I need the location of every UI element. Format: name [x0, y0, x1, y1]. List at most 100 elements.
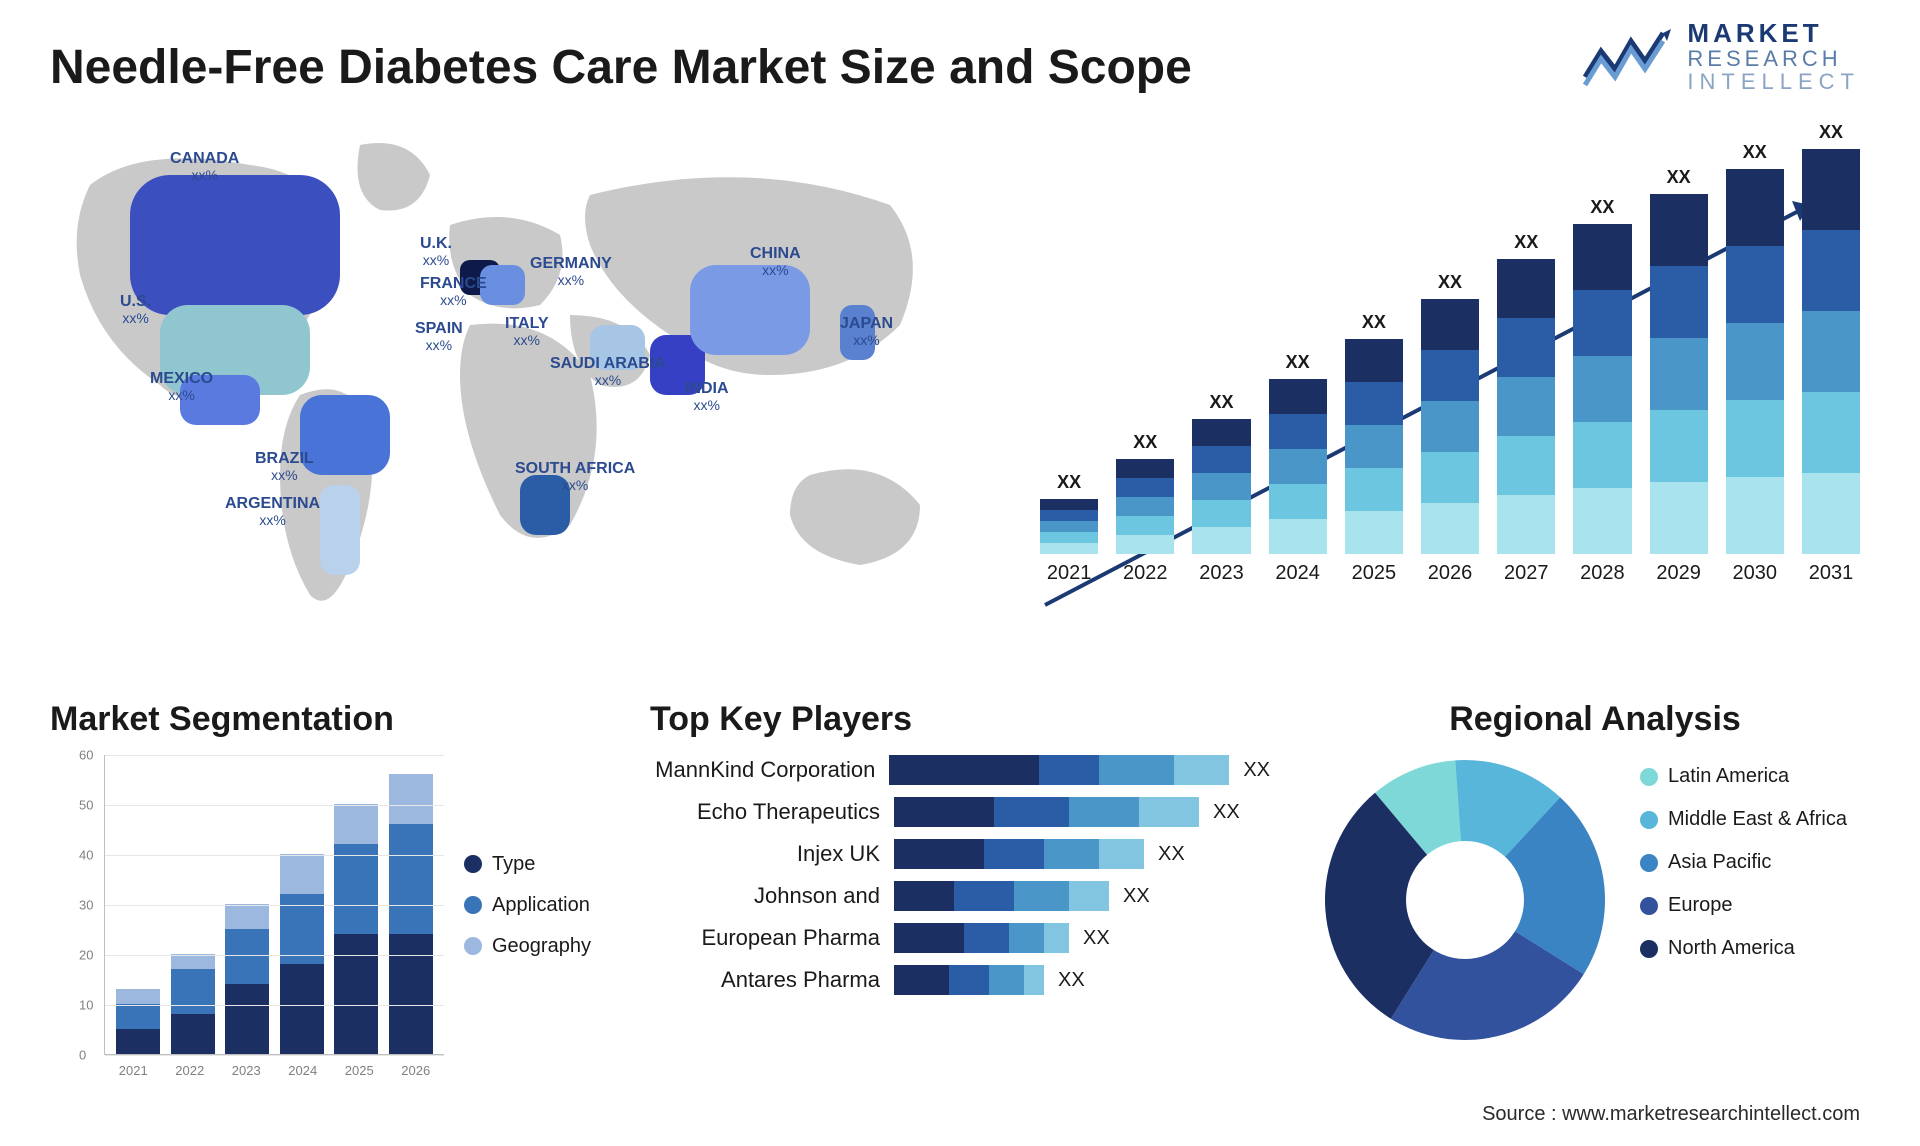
player-name: Echo Therapeutics — [650, 799, 880, 825]
seg-bar-2025 — [334, 804, 378, 1054]
seg-ytick: 10 — [79, 998, 93, 1013]
player-row: MannKind Corporation XX — [650, 755, 1270, 785]
map-country-label: BRAZILxx% — [255, 450, 314, 483]
source-label: Source : www.marketresearchintellect.com — [1482, 1103, 1860, 1126]
logo-line2: RESEARCH — [1687, 47, 1860, 70]
player-row: Echo TherapeuticsXX — [650, 797, 1270, 827]
seg-bar-2023 — [225, 904, 269, 1054]
player-name: Johnson and — [650, 883, 880, 909]
map-country-label: INDIAxx% — [685, 380, 729, 413]
seg-xlabel: 2021 — [119, 1063, 148, 1078]
player-value: XX — [1083, 927, 1110, 950]
map-country-label: U.S.xx% — [120, 293, 151, 326]
logo-line1: MARKET — [1687, 20, 1860, 47]
player-value: XX — [1158, 843, 1185, 866]
growth-value-label: XX — [1667, 167, 1691, 188]
growth-bar-2028: XX2028 — [1573, 197, 1631, 585]
growth-value-label: XX — [1286, 352, 1310, 373]
logo-line3: INTELLECT — [1687, 70, 1860, 93]
seg-ytick: 30 — [79, 898, 93, 913]
player-name: Injex UK — [650, 841, 880, 867]
player-name: MannKind Corporation — [650, 757, 875, 783]
player-row: Antares Pharma XX — [650, 965, 1270, 995]
growth-value-label: XX — [1133, 432, 1157, 453]
map-country-label: CHINAxx% — [750, 245, 801, 278]
seg-xlabel: 2024 — [288, 1063, 317, 1078]
player-bar — [894, 965, 1044, 995]
map-country-label: SOUTH AFRICAxx% — [515, 460, 635, 493]
growth-bar-2021: XX 2021 — [1040, 472, 1098, 585]
segmentation-panel: Market Segmentation 01020304050602021202… — [50, 700, 600, 1055]
player-value: XX — [1058, 969, 1085, 992]
growth-bar-2026: XX2026 — [1421, 272, 1479, 585]
growth-bar-2031: XX 2031 — [1802, 122, 1860, 585]
map-highlight — [690, 265, 810, 355]
seg-ytick: 20 — [79, 948, 93, 963]
player-bar — [894, 797, 1199, 827]
map-highlight — [130, 175, 340, 315]
growth-value-label: XX — [1819, 122, 1843, 143]
growth-bar-2029: XX 2029 — [1650, 167, 1708, 585]
growth-year-label: 2023 — [1199, 562, 1244, 585]
regional-donut — [1320, 755, 1610, 1045]
regional-legend-item: North America — [1640, 937, 1847, 960]
regional-legend-item: Middle East & Africa — [1640, 808, 1847, 831]
seg-ytick: 40 — [79, 848, 93, 863]
seg-bar-2024 — [280, 854, 324, 1054]
growth-year-label: 2028 — [1580, 562, 1625, 585]
regional-title: Regional Analysis — [1320, 700, 1870, 739]
growth-year-label: 2027 — [1504, 562, 1549, 585]
growth-year-label: 2030 — [1733, 562, 1778, 585]
regional-legend: Latin AmericaMiddle East & AfricaAsia Pa… — [1640, 755, 1847, 960]
world-map-panel: CANADAxx% U.S.xx% MEXICOxx% BRAZILxx% ARGENT… — [50, 115, 990, 675]
growth-bar-2030: XX 2030 — [1726, 142, 1784, 585]
growth-year-label: 2021 — [1047, 562, 1092, 585]
growth-year-label: 2031 — [1809, 562, 1854, 585]
segmentation-chart: 0102030405060202120222023202420252026 — [104, 755, 444, 1055]
logo-icon — [1583, 27, 1673, 87]
growth-year-label: 2029 — [1656, 562, 1701, 585]
map-highlight — [320, 485, 360, 575]
growth-bar-2023: XX 2023 — [1192, 392, 1250, 585]
player-value: XX — [1243, 759, 1270, 782]
growth-bar-2022: XX 2022 — [1116, 432, 1174, 585]
map-country-label: MEXICOxx% — [150, 370, 213, 403]
map-country-label: SAUDI ARABIAxx% — [550, 355, 666, 388]
player-value: XX — [1123, 885, 1150, 908]
seg-legend-item: Application — [464, 894, 591, 917]
growth-value-label: XX — [1362, 312, 1386, 333]
map-country-label: ARGENTINAxx% — [225, 495, 320, 528]
seg-ytick: 60 — [79, 748, 93, 763]
map-country-label: CANADAxx% — [170, 150, 239, 183]
map-country-label: ITALYxx% — [505, 315, 549, 348]
growth-bar-2027: XX 2027 — [1497, 232, 1555, 585]
growth-value-label: XX — [1209, 392, 1233, 413]
seg-bar-2022 — [171, 954, 215, 1054]
growth-value-label: XX — [1743, 142, 1767, 163]
growth-year-label: 2022 — [1123, 562, 1168, 585]
player-bar — [894, 839, 1144, 869]
map-country-label: FRANCExx% — [420, 275, 487, 308]
player-bar — [889, 755, 1229, 785]
map-country-label: JAPANxx% — [840, 315, 893, 348]
segmentation-legend: Type Application Geography — [464, 755, 591, 1055]
seg-bar-2026 — [389, 774, 433, 1054]
seg-legend-item: Geography — [464, 935, 591, 958]
player-name: Antares Pharma — [650, 967, 880, 993]
growth-value-label: XX — [1514, 232, 1538, 253]
player-row: European PharmaXX — [650, 923, 1270, 953]
regional-panel: Regional Analysis Latin AmericaMiddle Ea… — [1320, 700, 1870, 1055]
seg-xlabel: 2026 — [401, 1063, 430, 1078]
growth-value-label: XX — [1057, 472, 1081, 493]
growth-year-label: 2025 — [1352, 562, 1397, 585]
player-row: Johnson and XX — [650, 881, 1270, 911]
seg-legend-item: Type — [464, 853, 591, 876]
seg-ytick: 0 — [79, 1048, 86, 1063]
regional-legend-item: Europe — [1640, 894, 1847, 917]
seg-xlabel: 2023 — [232, 1063, 261, 1078]
map-country-label: GERMANYxx% — [530, 255, 612, 288]
seg-xlabel: 2025 — [345, 1063, 374, 1078]
regional-legend-item: Asia Pacific — [1640, 851, 1847, 874]
seg-ytick: 50 — [79, 798, 93, 813]
player-row: Injex UK XX — [650, 839, 1270, 869]
